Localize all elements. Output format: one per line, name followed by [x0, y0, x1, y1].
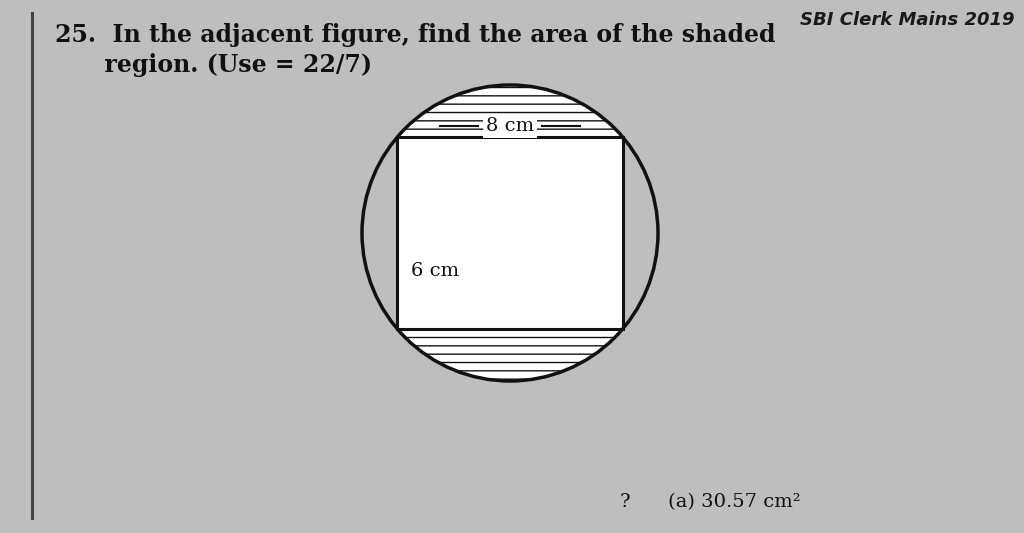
Text: 25.  In the adjacent figure, find the area of the shaded: 25. In the adjacent figure, find the are…	[55, 23, 775, 47]
Text: 6 cm: 6 cm	[411, 262, 459, 280]
Text: SBI Clerk Mains 2019: SBI Clerk Mains 2019	[801, 11, 1015, 29]
Text: ?      (a) 30.57 cm²: ? (a) 30.57 cm²	[620, 493, 801, 511]
Text: 8 cm: 8 cm	[486, 117, 535, 135]
Text: region. (Use = 22/7): region. (Use = 22/7)	[55, 53, 372, 77]
Bar	[397, 137, 623, 329]
Polygon shape	[397, 85, 623, 137]
Polygon shape	[397, 329, 623, 381]
